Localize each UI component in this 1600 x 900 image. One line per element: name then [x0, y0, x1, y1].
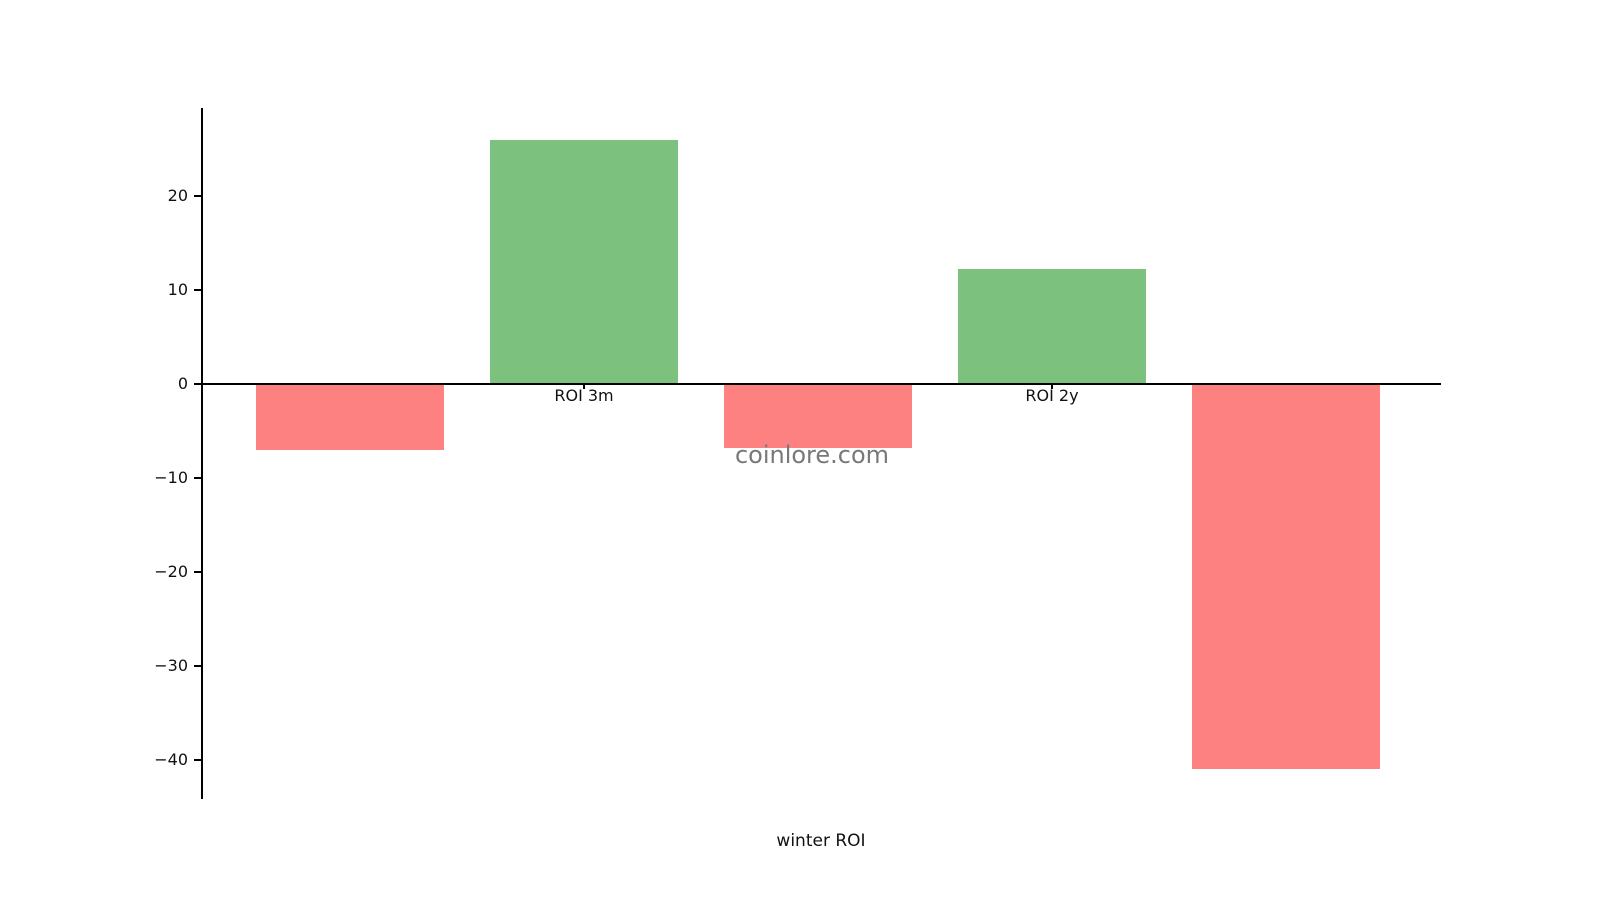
x-tick-roi-3m	[583, 384, 585, 389]
y-tick-neg40	[194, 759, 201, 761]
x-tick-label-roi-3m: ROI 3m	[554, 386, 614, 405]
y-tick-label-10: 10	[167, 280, 188, 299]
y-tick-20	[194, 195, 201, 197]
y-tick-label-neg20: −20	[154, 562, 188, 581]
y-tick-label-neg40: −40	[154, 750, 188, 769]
y-axis-spine	[201, 108, 203, 799]
y-tick-0	[194, 383, 201, 385]
y-tick-label-neg10: −10	[154, 468, 188, 487]
bar-3	[724, 384, 912, 448]
watermark-text: coinlore.com	[734, 441, 890, 469]
x-axis-zero-line	[201, 383, 1441, 385]
bar-5	[1192, 384, 1380, 770]
y-tick-label-neg30: −30	[154, 656, 188, 675]
y-tick-10	[194, 289, 201, 291]
y-tick-neg10	[194, 477, 201, 479]
x-tick-label-roi-2y: ROI 2y	[1025, 386, 1079, 405]
bar-2-roi-3m	[490, 139, 678, 384]
bar-1	[256, 384, 444, 450]
y-tick-label-20: 20	[167, 186, 188, 205]
bar-4-roi-2y	[958, 269, 1146, 384]
y-tick-neg30	[194, 665, 201, 667]
y-tick-neg20	[194, 571, 201, 573]
x-axis-title: winter ROI	[776, 831, 866, 851]
y-tick-label-0: 0	[177, 374, 188, 393]
x-tick-roi-2y	[1051, 384, 1053, 389]
